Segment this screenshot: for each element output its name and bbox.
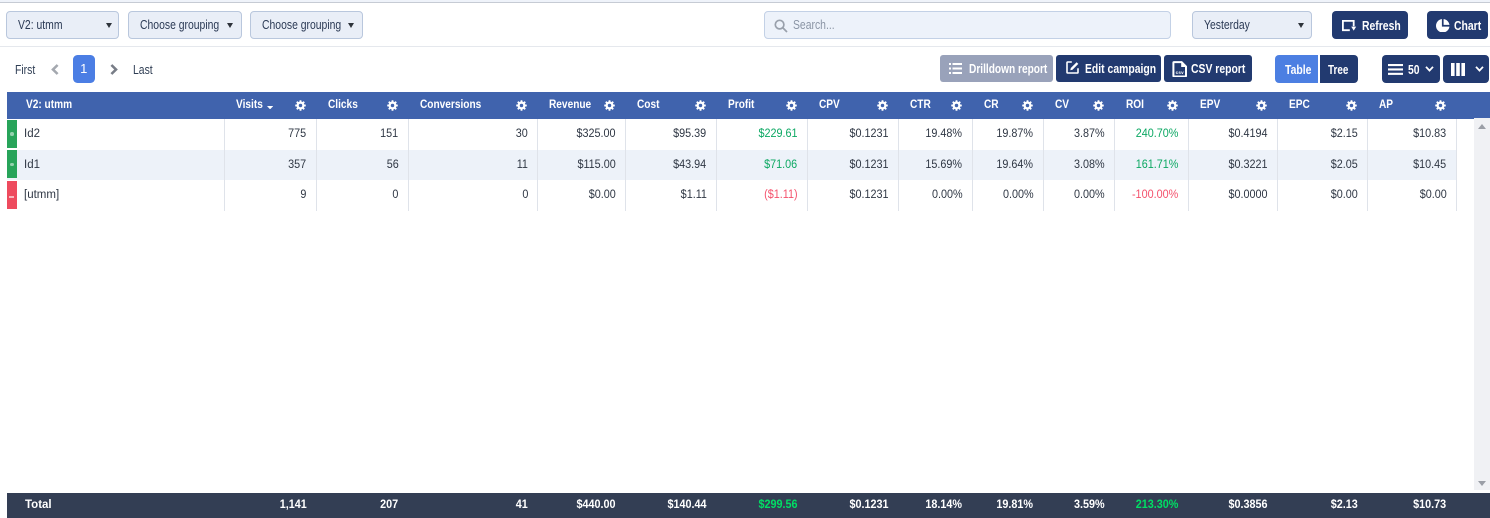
svg-text:csv: csv [1175,70,1184,75]
